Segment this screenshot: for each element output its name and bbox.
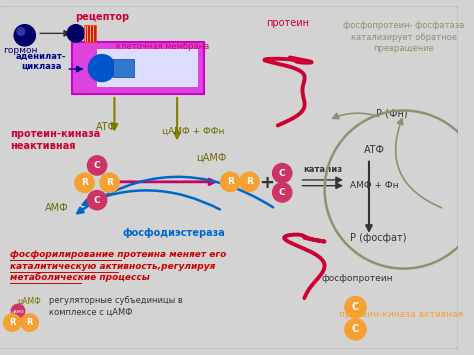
Text: АТФ: АТФ [96, 122, 117, 132]
Text: C: C [352, 324, 359, 334]
Circle shape [240, 172, 259, 191]
Text: R: R [227, 178, 234, 186]
Circle shape [89, 55, 115, 82]
Text: протеин-киназа
неактивная: протеин-киназа неактивная [10, 129, 100, 151]
FancyBboxPatch shape [0, 5, 459, 350]
Text: R: R [246, 178, 253, 186]
Circle shape [273, 164, 292, 183]
Text: аденилат-
циклаза: аденилат- циклаза [16, 51, 66, 71]
Text: фосфопротеин: фосфопротеин [321, 274, 393, 283]
FancyBboxPatch shape [112, 59, 134, 77]
Text: +: + [259, 174, 274, 192]
Text: гормон: гормон [3, 46, 37, 55]
Text: АМФ: АМФ [45, 203, 68, 213]
Text: каталитическую активность,регулируя: каталитическую активность,регулируя [10, 262, 216, 271]
Text: C: C [279, 188, 285, 197]
Circle shape [87, 156, 107, 175]
Circle shape [21, 314, 38, 331]
Text: Р (фосфат): Р (фосфат) [350, 233, 407, 243]
Circle shape [11, 304, 25, 318]
Text: фосфодиэстераза: фосфодиэстераза [123, 228, 226, 238]
Text: АМФ + Фн: АМФ + Фн [350, 181, 399, 190]
FancyBboxPatch shape [72, 42, 204, 94]
Circle shape [345, 319, 366, 340]
Text: рецептор: рецептор [75, 12, 129, 22]
Text: катализ: катализ [303, 165, 342, 174]
Text: R: R [81, 178, 88, 187]
Circle shape [100, 173, 119, 192]
Text: цАМФ + ФФн: цАМФ + ФФн [162, 127, 225, 136]
Text: C: C [352, 302, 359, 312]
Circle shape [220, 172, 240, 191]
Text: цАМФ: цАМФ [196, 153, 226, 163]
Circle shape [273, 183, 292, 202]
Text: фосфопротеин- фосфатаза
катализирует обратное
превращение: фосфопротеин- фосфатаза катализирует обр… [343, 21, 465, 53]
Text: C: C [279, 169, 285, 178]
Text: цАМФ: цАМФ [18, 296, 41, 305]
Circle shape [17, 28, 25, 35]
FancyBboxPatch shape [83, 25, 96, 42]
Text: C: C [94, 161, 100, 170]
Text: клеточная мембрана: клеточная мембрана [116, 42, 209, 51]
Text: протеин-киназа активная: протеин-киназа активная [339, 310, 463, 319]
FancyBboxPatch shape [97, 49, 198, 87]
Circle shape [345, 296, 366, 318]
Text: R: R [106, 178, 113, 187]
Text: Р (Фн): Р (Фн) [376, 108, 408, 118]
Text: R: R [9, 318, 16, 327]
Text: цАМФ: цАМФ [12, 309, 24, 313]
Circle shape [87, 191, 107, 210]
Text: АТФ: АТФ [364, 145, 385, 155]
Text: фосфорилирование протеина меняет его: фосфорилирование протеина меняет его [10, 250, 227, 259]
Text: C: C [94, 196, 100, 205]
Circle shape [4, 314, 21, 331]
Text: протеин: протеин [266, 18, 310, 28]
Circle shape [67, 25, 84, 42]
Text: регуляторные субъединицы в
комплексе с цАМФ: регуляторные субъединицы в комплексе с ц… [49, 296, 182, 317]
Text: R: R [27, 318, 33, 327]
Circle shape [75, 173, 94, 192]
Text: метаболические процессы: метаболические процессы [10, 273, 150, 282]
Circle shape [14, 25, 36, 46]
